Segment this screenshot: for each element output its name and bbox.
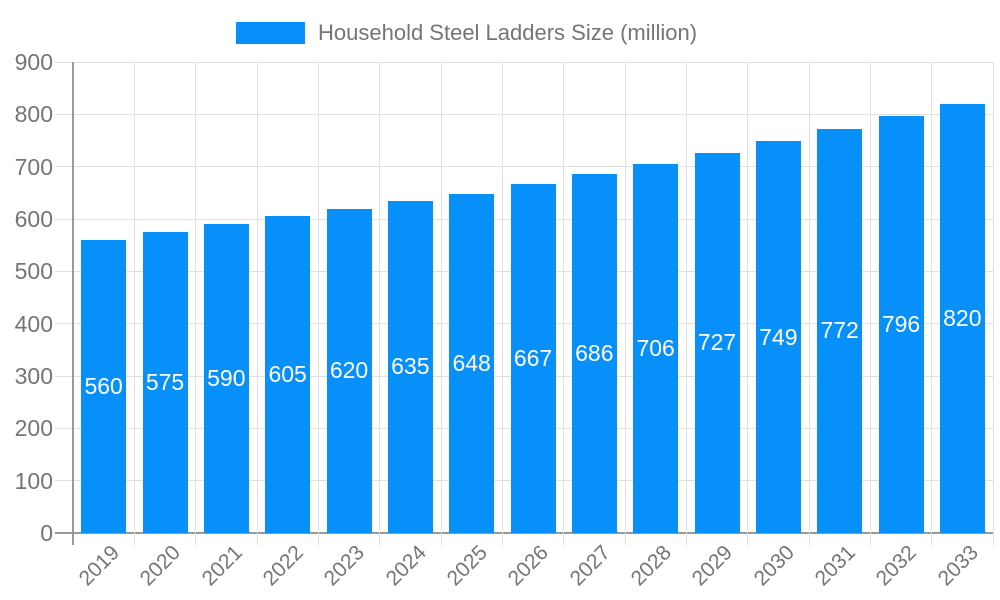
bar[interactable]: 796 [878,116,924,533]
x-axis-tick-label: 2033 [933,541,983,591]
bar-value-label: 560 [84,372,123,399]
x-axis-tick-label: 2032 [871,541,922,591]
bar-value-label: 686 [575,339,614,366]
bar[interactable]: 706 [633,163,679,533]
x-gridline [256,62,258,545]
bar-value-label: 590 [207,365,246,392]
y-axis-tick-label: 100 [14,467,53,494]
x-axis-tick-label: 2025 [442,541,492,591]
x-gridline [624,62,626,545]
x-gridline [501,62,503,545]
x-axis-tick-label: 2029 [687,541,738,591]
y-gridline [55,166,993,168]
x-axis-tick-label: 2019 [74,541,124,591]
bar[interactable]: 560 [81,239,127,533]
y-gridline [55,113,993,115]
x-gridline [931,62,933,545]
bar[interactable]: 605 [265,216,311,533]
x-gridline [440,62,442,545]
bar-value-label: 575 [145,369,185,396]
bar[interactable]: 667 [510,183,556,533]
x-gridline [317,62,319,545]
x-gridline [992,62,994,545]
bar-value-label: 772 [820,317,859,344]
x-axis-tick-label: 2022 [258,541,308,591]
y-axis-line [72,62,74,545]
y-axis-tick-label: 200 [14,415,53,442]
x-gridline [869,62,871,545]
legend-item[interactable]: Household Steel Ladders Size (million) [236,20,697,46]
bar-value-label: 706 [636,334,675,361]
bar[interactable]: 635 [387,200,433,533]
y-axis-tick-label: 500 [14,258,53,285]
bar-value-label: 635 [391,353,430,380]
x-axis-tick-label: 2021 [197,541,247,591]
x-axis-tick-label: 2030 [749,541,799,591]
x-axis-line [55,532,993,534]
x-axis-tick-label: 2027 [565,541,615,591]
bar-value-label: 749 [759,323,798,350]
x-axis-tick-label: 2020 [135,541,186,591]
legend-swatch [236,22,305,44]
x-gridline [747,62,749,545]
bar[interactable]: 590 [203,224,249,533]
bar-value-label: 820 [943,304,982,331]
bar[interactable]: 772 [817,128,863,533]
x-axis-tick-label: 2031 [810,541,860,591]
bar-value-label: 648 [452,349,491,376]
x-gridline [685,62,687,545]
x-gridline [808,62,810,545]
x-gridline [195,62,197,545]
y-axis-tick-label: 0 [40,520,53,546]
x-gridline [379,62,381,545]
y-axis-tick-label: 600 [14,206,53,232]
bar-value-label: 727 [697,329,737,356]
y-gridline [55,61,993,63]
bar[interactable]: 749 [755,141,801,533]
x-axis-tick-label: 2024 [381,541,431,591]
bar[interactable]: 686 [571,173,617,533]
bar[interactable]: 727 [694,152,740,533]
bar-value-label: 667 [513,344,553,371]
y-axis-tick-label: 400 [14,310,53,337]
bar-value-label: 796 [881,311,921,338]
x-axis-tick-label: 2028 [626,541,676,591]
bar[interactable]: 575 [142,232,188,533]
y-axis-tick-label: 800 [14,101,53,128]
bar[interactable]: 648 [449,193,495,533]
bar[interactable]: 620 [326,208,372,533]
bar-value-label: 620 [329,357,369,384]
x-axis-tick-label: 2026 [503,541,554,591]
x-gridline [563,62,565,545]
y-axis-tick-label: 300 [14,363,53,389]
bar[interactable]: 820 [939,103,985,533]
x-axis-tick-label: 2023 [319,541,370,591]
bar-value-label: 605 [268,361,307,388]
x-gridline [133,62,135,545]
legend-label: Household Steel Ladders Size (million) [318,20,698,45]
y-axis-tick-label: 900 [14,49,53,75]
y-axis-tick-label: 700 [14,153,53,180]
